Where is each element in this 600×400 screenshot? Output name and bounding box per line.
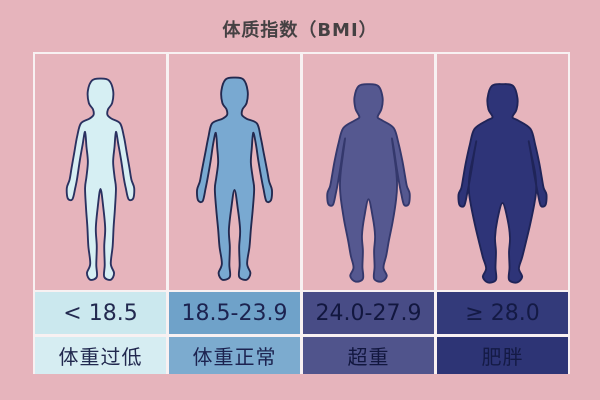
- obese-body-silhouette-icon: [457, 83, 548, 284]
- bmi-category-label: 体重过低: [58, 345, 143, 369]
- bmi-range-value: 18.5-23.9: [181, 300, 288, 326]
- bmi-category-cell-normal: 体重正常: [169, 337, 300, 374]
- overweight-body-silhouette-icon: [326, 83, 411, 283]
- bmi-category-cell-overweight: 超重: [303, 337, 434, 374]
- bmi-grid: < 18.5 体重过低 18.5-23.9 体重正常 24.0-27.9: [33, 52, 570, 374]
- bmi-range-value: ≥ 28.0: [465, 300, 540, 326]
- bmi-column-underweight: < 18.5 体重过低: [35, 54, 166, 374]
- bmi-range-value: 24.0-27.9: [315, 300, 422, 326]
- bmi-range-value: < 18.5: [63, 300, 138, 326]
- thin-body-silhouette-icon: [65, 77, 136, 281]
- bmi-column-normal: 18.5-23.9 体重正常: [166, 54, 300, 374]
- normal-body-silhouette-icon: [196, 76, 273, 281]
- bmi-range-cell-underweight: < 18.5: [35, 290, 166, 337]
- bmi-column-obese: ≥ 28.0 肥胖: [434, 54, 568, 374]
- bmi-category-label: 肥胖: [481, 345, 524, 369]
- body-figure-obese: [437, 54, 568, 290]
- body-figure-overweight: [303, 54, 434, 290]
- bmi-category-label: 体重正常: [192, 345, 277, 369]
- bmi-range-cell-overweight: 24.0-27.9: [303, 290, 434, 337]
- bmi-range-cell-normal: 18.5-23.9: [169, 290, 300, 337]
- bmi-range-cell-obese: ≥ 28.0: [437, 290, 568, 337]
- bmi-category-cell-obese: 肥胖: [437, 337, 568, 374]
- body-figure-underweight: [35, 54, 166, 290]
- body-figure-normal: [169, 54, 300, 290]
- bmi-category-cell-underweight: 体重过低: [35, 337, 166, 374]
- page-title: 体质指数（BMI）: [222, 20, 378, 41]
- bmi-category-label: 超重: [347, 345, 390, 369]
- bmi-column-overweight: 24.0-27.9 超重: [300, 54, 434, 374]
